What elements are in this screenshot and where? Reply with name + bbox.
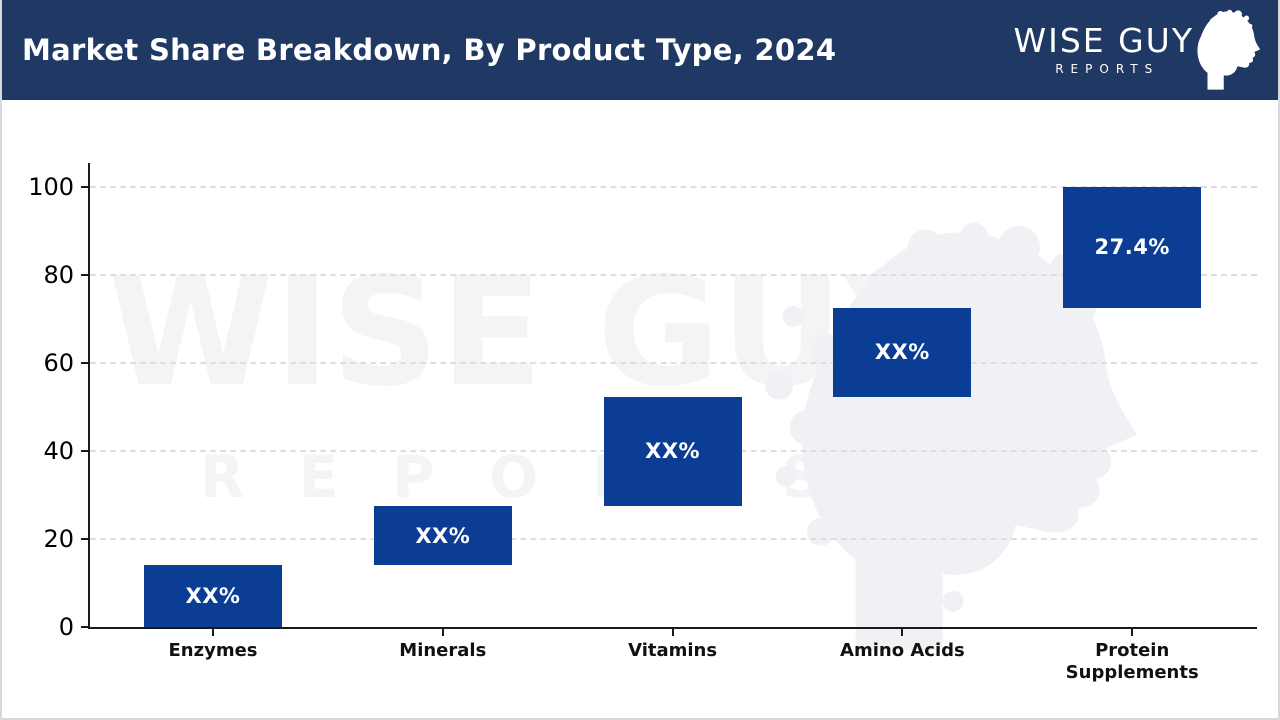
y-tick-label: 100 [28,173,74,201]
x-category-label: Protein Supplements [1065,640,1199,683]
y-tick-label: 60 [43,349,74,377]
bar: XX% [833,307,972,397]
x-category-label: Minerals [399,640,487,661]
y-tick-mark [81,538,90,540]
y-tick-mark [81,186,90,188]
x-axis [88,627,1257,629]
logo-wordmark: WISE GUY [1013,21,1194,60]
logo-head-icon [1197,9,1261,90]
x-category-label: Vitamins [628,640,718,661]
brand-logo-text: WISE GUY REPORTS [1013,24,1194,76]
y-tick-label: 0 [58,613,74,641]
header: Market Share Breakdown, By Product Type,… [2,0,1278,100]
x-tick-mark [1131,629,1134,636]
x-tick-mark [441,629,444,636]
logo-subtext: REPORTS [1055,62,1160,76]
gridline [90,362,1257,364]
gridline [90,538,1257,540]
y-tick-label: 20 [43,525,74,553]
y-tick-mark [81,362,90,364]
bar-value-label: XX% [185,584,241,609]
y-tick-mark [81,274,90,276]
x-tick-mark [671,629,674,636]
bar: XX% [373,506,512,566]
brand-logo: WISE GUY REPORTS [1013,6,1266,94]
y-axis [88,163,90,627]
bar-value-label: XX% [415,523,471,548]
watermark-wordmark: WISE GUY [108,246,954,420]
x-category-label: Enzymes [168,640,258,661]
y-tick-label: 40 [43,437,74,465]
gridline [90,186,1257,188]
x-tick-mark [901,629,904,636]
bar-value-label: XX% [645,439,701,464]
y-tick-mark [81,626,90,628]
y-tick-mark [81,450,90,452]
gridline [90,274,1257,276]
bar: 27.4% [1063,187,1202,308]
page-title: Market Share Breakdown, By Product Type,… [22,33,837,67]
bar: XX% [603,396,742,506]
x-tick-mark [212,629,214,636]
bar-value-label: 27.4% [1094,235,1170,260]
y-tick-label: 80 [43,261,74,289]
bar-value-label: XX% [874,340,930,365]
x-category-label: Amino Acids [840,640,965,661]
bar: XX% [144,565,282,627]
